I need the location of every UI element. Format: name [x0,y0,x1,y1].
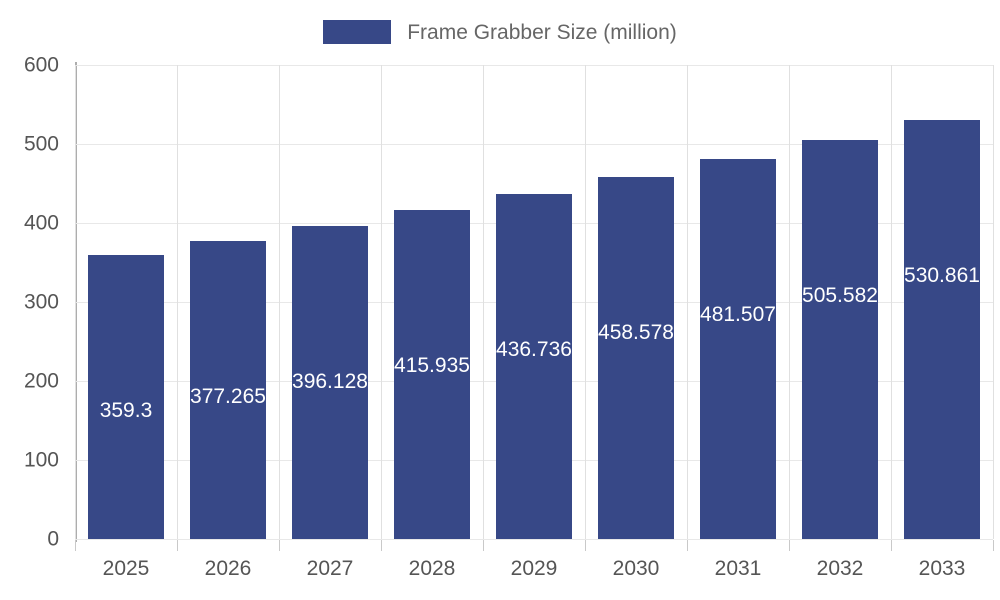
x-axis-tick-label: 2032 [816,557,864,580]
bar-value-label: 458.578 [598,320,674,344]
chart-legend: Frame Grabber Size (million) [0,12,1000,52]
gridline-vertical [585,65,586,539]
x-axis-tick-labels: 2025 2026 2027 2028 2029 2030 2031 2032 2033 [0,558,1000,594]
x-axis-tick-mark [177,540,178,551]
x-axis-tick-label: 2029 [510,557,558,580]
x-axis-tick-label: 2026 [204,557,252,580]
x-axis-tick-label: 2027 [306,557,354,580]
gridline-vertical [789,65,790,539]
legend-item-label: Frame Grabber Size (million) [407,20,677,44]
gridline-vertical [75,65,76,539]
legend-swatch-icon [323,20,392,44]
bar-value-label: 505.582 [802,283,878,307]
bar-value-label: 396.128 [292,370,368,394]
y-axis-tick-label: 400 [23,211,59,235]
gridline-horizontal [75,539,993,540]
bar-value-label: 415.935 [394,354,470,378]
x-axis-tick-mark [483,540,484,551]
gridline-vertical [993,65,994,539]
gridline-vertical [381,65,382,539]
bar-value-label: 530.861 [904,263,980,287]
y-axis-tick-label: 500 [23,132,59,156]
legend-item-frame-grabber-size[interactable]: Frame Grabber Size (million) [323,20,677,44]
y-axis-tick-label: 200 [23,369,59,393]
y-axis-tick-label: 600 [23,53,59,77]
bar-value-label: 436.736 [496,337,572,361]
bar-value-label: 377.265 [190,384,266,408]
gridline-horizontal [75,65,993,66]
bar[interactable]: 359.3 [88,255,164,539]
gridline-vertical [687,65,688,539]
bar[interactable]: 436.736 [496,193,572,539]
y-axis-tick-label: 0 [47,527,59,551]
x-axis-tick-mark [381,540,382,551]
x-axis-tick-label: 2030 [612,557,660,580]
y-axis-tick-labels: 0 100 200 300 400 500 600 [0,0,68,600]
x-axis-tick-mark [789,540,790,551]
gridline-vertical [279,65,280,539]
x-axis-tick-mark [75,540,76,551]
x-axis-tick-label: 2033 [918,557,966,580]
x-axis-tick-mark [687,540,688,551]
bar-value-label: 359.3 [99,399,153,423]
bar[interactable]: 396.128 [292,226,368,539]
x-axis-tick-mark [993,540,994,551]
y-axis-tick-label: 300 [23,290,59,314]
gridline-vertical [483,65,484,539]
x-axis-tick-label: 2025 [102,557,150,580]
x-axis-tick-mark [585,540,586,551]
bar[interactable]: 377.265 [190,240,266,539]
bar-value-label: 481.507 [700,302,776,326]
bar[interactable]: 415.935 [394,210,470,539]
bar[interactable]: 505.582 [802,139,878,539]
bar[interactable]: 458.578 [598,176,674,539]
y-axis-tick-label: 100 [23,448,59,472]
x-axis-tick-label: 2028 [408,557,456,580]
x-axis-tick-mark [891,540,892,551]
x-axis-tick-label: 2031 [714,557,762,580]
bar[interactable]: 481.507 [700,158,776,539]
x-axis-tick-mark [279,540,280,551]
plot-area: 359.3 377.265 396.128 415.935 436.736 458.578… [75,65,994,540]
gridline-vertical [177,65,178,539]
bar[interactable]: 530.861 [904,119,980,539]
gridline-vertical [891,65,892,539]
gridline-horizontal [75,144,993,145]
